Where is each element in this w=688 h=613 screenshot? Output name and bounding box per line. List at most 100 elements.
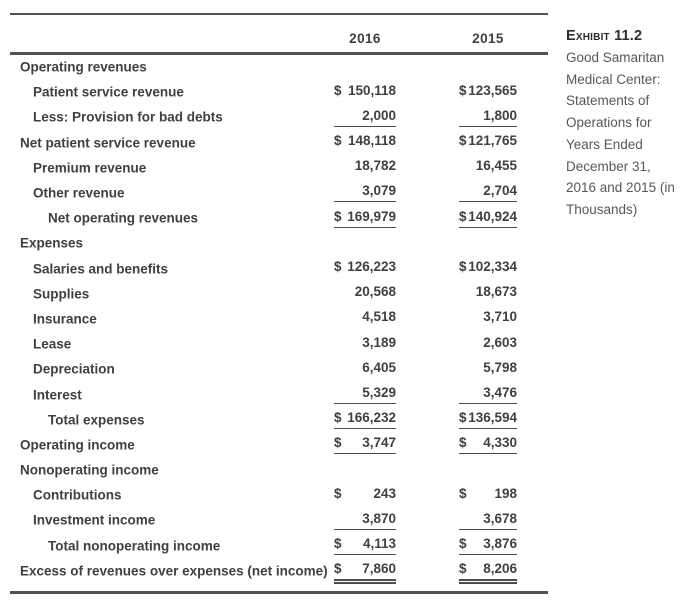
dollar-sign: $ (459, 259, 467, 274)
value-2016: $243 (334, 486, 396, 504)
amount: 18,782 (354, 158, 396, 174)
amount: 4,330 (483, 435, 517, 451)
amount: 121,765 (468, 133, 517, 149)
dollar-sign: $ (459, 561, 467, 577)
value-2016: 2,000 (334, 108, 396, 127)
amount: 20,568 (354, 284, 396, 300)
column-headers-row: 2016 2015 (10, 15, 548, 52)
amount: 169,979 (347, 208, 396, 224)
statement-rows: Operating revenues Patient service revenu… (10, 55, 548, 585)
value-2015: 3,678 (459, 511, 517, 530)
amount: 1,800 (483, 107, 517, 123)
table-row: Expenses (10, 231, 548, 256)
header-rule (10, 52, 548, 55)
amount: 3,876 (483, 536, 517, 552)
table-row: Excess of revenues over expenses (net in… (10, 558, 548, 585)
row-label: Premium revenue (33, 160, 147, 176)
value-2015: 1,800 (459, 108, 517, 127)
value-2016: 20,568 (334, 284, 396, 302)
value-2015: 2,603 (459, 335, 517, 353)
value-2016: $3,747 (334, 435, 396, 455)
dollar-sign: $ (334, 485, 342, 501)
value-2016: 3,870 (334, 511, 396, 530)
value-2015: 5,798 (459, 360, 517, 378)
value-2016: 3,189 (334, 335, 396, 353)
amount: 2,704 (483, 183, 517, 199)
value-2015: 16,455 (459, 158, 517, 176)
dollar-sign: $ (334, 82, 342, 98)
amount: 3,476 (483, 384, 517, 400)
amount: 126,223 (347, 259, 396, 274)
amount: 18,673 (475, 284, 517, 300)
value-2015: 3,476 (459, 385, 517, 404)
table-row: Insurance 4,518 3,710 (10, 306, 548, 331)
value-2015: $123,565 (459, 83, 517, 101)
dollar-sign: $ (459, 485, 467, 501)
row-label: Operating revenues (20, 59, 147, 75)
value-2015: $121,765 (459, 133, 517, 151)
table-row: Net operating revenues $169,979 $140,924 (10, 206, 548, 231)
amount: 150,118 (347, 82, 396, 98)
row-label: Insurance (33, 311, 97, 327)
exhibit-label: Exhibit 11.2 (566, 28, 643, 44)
value-2016: 6,405 (334, 360, 396, 378)
row-label: Excess of revenues over expenses (net in… (20, 563, 328, 579)
amount: 5,329 (362, 384, 396, 400)
row-label: Interest (33, 387, 82, 403)
amount: 2,000 (362, 107, 396, 123)
dollar-sign: $ (334, 561, 342, 577)
value-2016: $4,113 (334, 536, 396, 556)
value-2015: 2,704 (459, 183, 517, 203)
value-2016: $169,979 (334, 209, 396, 228)
table-row: Contributions $243 $198 (10, 483, 548, 508)
dollar-sign: $ (334, 435, 342, 451)
table-row: Operating income $3,747 $4,330 (10, 432, 548, 457)
row-label: Less: Provision for bad debts (33, 109, 223, 125)
value-2015: $140,924 (459, 209, 517, 228)
amount: 102,334 (468, 259, 517, 274)
row-label: Other revenue (33, 185, 125, 201)
amount: 3,189 (362, 334, 396, 350)
column-header-2016: 2016 (349, 31, 381, 46)
dollar-sign: $ (334, 410, 342, 426)
row-label: Total nonoperating income (48, 538, 221, 554)
table-row: Patient service revenue $150,118 $123,565 (10, 80, 548, 105)
value-2016: $126,223 (334, 259, 396, 277)
amount: 166,232 (347, 410, 396, 426)
exhibit-caption: Exhibit 11.2 Good Samaritan Medical Cent… (566, 26, 688, 221)
amount: 140,924 (468, 208, 517, 224)
value-2016: $166,232 (334, 410, 396, 430)
table-row: Nonoperating income (10, 458, 548, 483)
dollar-sign: $ (334, 259, 342, 274)
value-2016: $7,860 (334, 561, 396, 585)
dollar-sign: $ (334, 133, 342, 149)
table-row: Net patient service revenue $148,118 $121,… (10, 130, 548, 155)
amount: 148,118 (347, 133, 396, 149)
amount: 7,860 (362, 561, 396, 577)
table-row: Lease 3,189 2,603 (10, 332, 548, 357)
amount: 2,603 (483, 334, 517, 350)
table-row: Interest 5,329 3,476 (10, 382, 548, 407)
amount: 3,870 (362, 510, 396, 526)
value-2016: 3,079 (334, 183, 396, 203)
value-2015: 18,673 (459, 284, 517, 302)
row-label: Net patient service revenue (20, 135, 196, 151)
amount: 8,206 (483, 561, 517, 577)
table-row: Other revenue 3,079 2,704 (10, 180, 548, 205)
row-label: Salaries and benefits (33, 261, 169, 277)
amount: 243 (373, 485, 396, 501)
amount: 123,565 (468, 82, 517, 98)
table-row: Salaries and benefits $126,223 $102,334 (10, 256, 548, 281)
row-label: Expenses (20, 235, 84, 251)
value-2015: $198 (459, 486, 517, 504)
bottom-rule (10, 591, 548, 594)
dollar-sign: $ (459, 82, 467, 98)
amount: 3,710 (483, 309, 517, 325)
amount: 3,747 (362, 435, 396, 451)
row-label: Depreciation (33, 361, 115, 377)
amount: 4,113 (362, 536, 396, 552)
value-2016: 4,518 (334, 309, 396, 327)
dollar-sign: $ (459, 536, 467, 552)
value-2015: $136,594 (459, 410, 517, 430)
